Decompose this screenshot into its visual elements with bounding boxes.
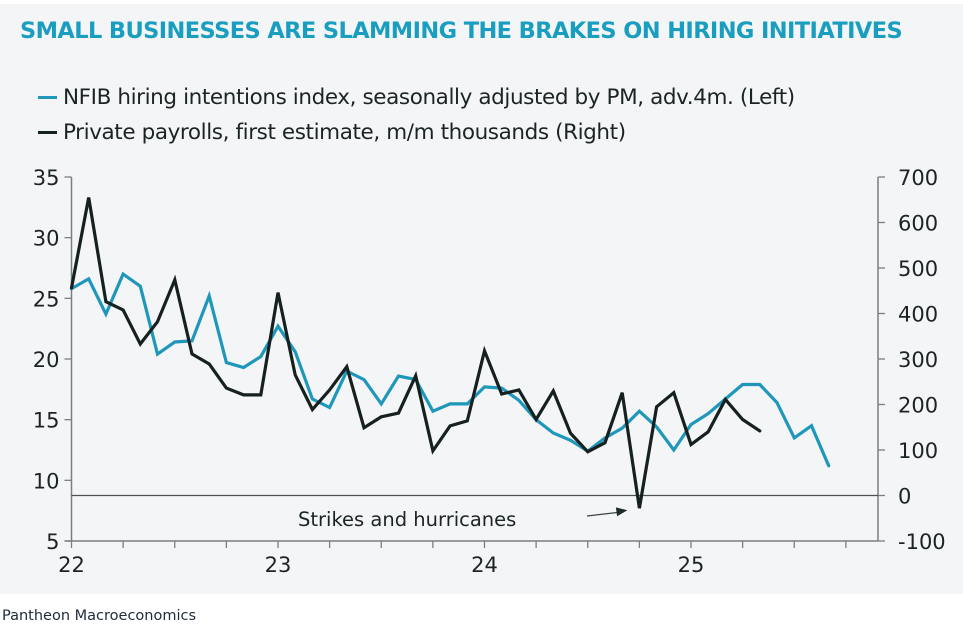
annotation-strikes-hurricanes: Strikes and hurricanes	[298, 508, 516, 531]
annotation-arrow-line	[586, 511, 620, 517]
y-right-tick-label: 500	[898, 257, 938, 281]
legend-item-nfib: NFIB hiring intentions index, seasonally…	[38, 85, 795, 110]
legend-item-payrolls: Private payrolls, first estimate, m/m th…	[38, 120, 626, 145]
y-right-tick-label: 700	[898, 166, 938, 190]
chart-title: SMALL BUSINESSES ARE SLAMMING THE BRAKES…	[20, 18, 903, 44]
legend-swatch-nfib	[38, 96, 57, 99]
y-right-tick-label: 200	[898, 394, 938, 418]
y-right-tick-label: 100	[898, 439, 938, 463]
y-right-tick-label: 400	[898, 303, 938, 327]
x-tick-label: 22	[58, 553, 85, 577]
y-left-tick-label: 30	[33, 227, 60, 251]
y-right-tick-label: 0	[898, 485, 911, 509]
y-left-tick-label: 15	[33, 409, 60, 433]
legend-label-nfib: NFIB hiring intentions index, seasonally…	[63, 85, 795, 110]
annotation-arrow-head	[615, 507, 628, 517]
y-left-tick-label: 10	[33, 469, 60, 493]
y-right-tick-label: 300	[898, 348, 938, 372]
series-line-payrolls	[69, 197, 762, 509]
x-tick-label: 23	[265, 553, 292, 577]
y-right-tick-label: -100	[898, 530, 946, 554]
x-tick-label: 25	[678, 553, 705, 577]
y-left-tick-label: 35	[33, 166, 60, 190]
y-left-tick-label: 5	[46, 530, 59, 554]
x-tick-label: 24	[471, 553, 498, 577]
series-line-nfib	[69, 271, 831, 468]
y-left-tick-label: 25	[33, 287, 60, 311]
y-right-tick-label: 600	[898, 212, 938, 236]
y-left-tick-label: 20	[33, 348, 60, 372]
legend-swatch-payrolls	[38, 131, 57, 134]
source-footer: Pantheon Macroeconomics	[2, 608, 197, 624]
legend-label-payrolls: Private payrolls, first estimate, m/m th…	[63, 120, 626, 145]
